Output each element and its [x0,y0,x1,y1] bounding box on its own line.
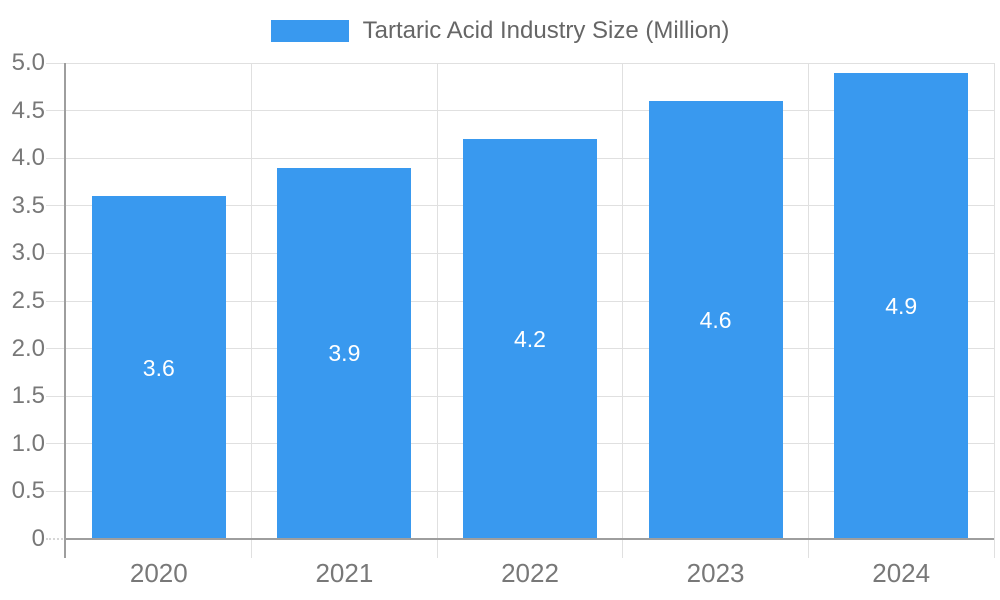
gridline-v [251,63,253,558]
bar-value-label: 4.2 [514,326,546,353]
legend-label: Tartaric Acid Industry Size (Million) [362,17,730,44]
y-tick-label: 1.5 [11,382,45,410]
x-tick-label: 2020 [129,558,188,588]
x-tick-label: 2024 [872,558,931,588]
bar-value-label: 4.6 [699,307,732,334]
y-tick-label: 4.5 [11,96,45,124]
y-tick-label: 3.5 [11,191,45,219]
y-tick-label: 5.0 [11,49,45,76]
legend-swatch [270,20,349,42]
y-tick-label: 2.0 [11,334,45,362]
gridline-h [46,110,994,112]
y-tick-label: 2.5 [11,287,45,314]
x-tick-label: 2023 [686,558,745,588]
bar-value-label: 3.9 [328,340,361,367]
gridline-v [993,63,995,558]
bar-2024[interactable] [834,72,969,539]
x-axis-line [66,538,994,540]
gridline-v [436,63,438,558]
bar-2022[interactable] [463,139,597,539]
y-axis-line [64,63,66,558]
gridline-v [622,63,624,558]
gridline-h [46,62,994,64]
legend-row: Tartaric Acid Industry Size (Million) [0,17,1000,45]
gridline-v [807,63,809,558]
y-tick-label: 0.5 [11,477,45,505]
bar-value-label: 4.9 [885,292,918,319]
bar-2023[interactable] [648,101,783,539]
y-tick-label: 4.0 [11,144,45,172]
x-tick-label: 2022 [501,558,559,588]
bar-2020[interactable] [91,196,226,539]
legend-item[interactable]: Tartaric Acid Industry Size (Million) [270,17,730,45]
y-tick-label: 3.0 [11,239,45,267]
y-tick-label: 1.0 [11,429,45,457]
bar-value-label: 3.6 [142,354,175,381]
y-tick-label: 0 [31,525,45,552]
bar-2021[interactable] [277,167,412,539]
x-tick-label: 2021 [315,558,374,588]
zero-gridline-tick [46,538,66,540]
